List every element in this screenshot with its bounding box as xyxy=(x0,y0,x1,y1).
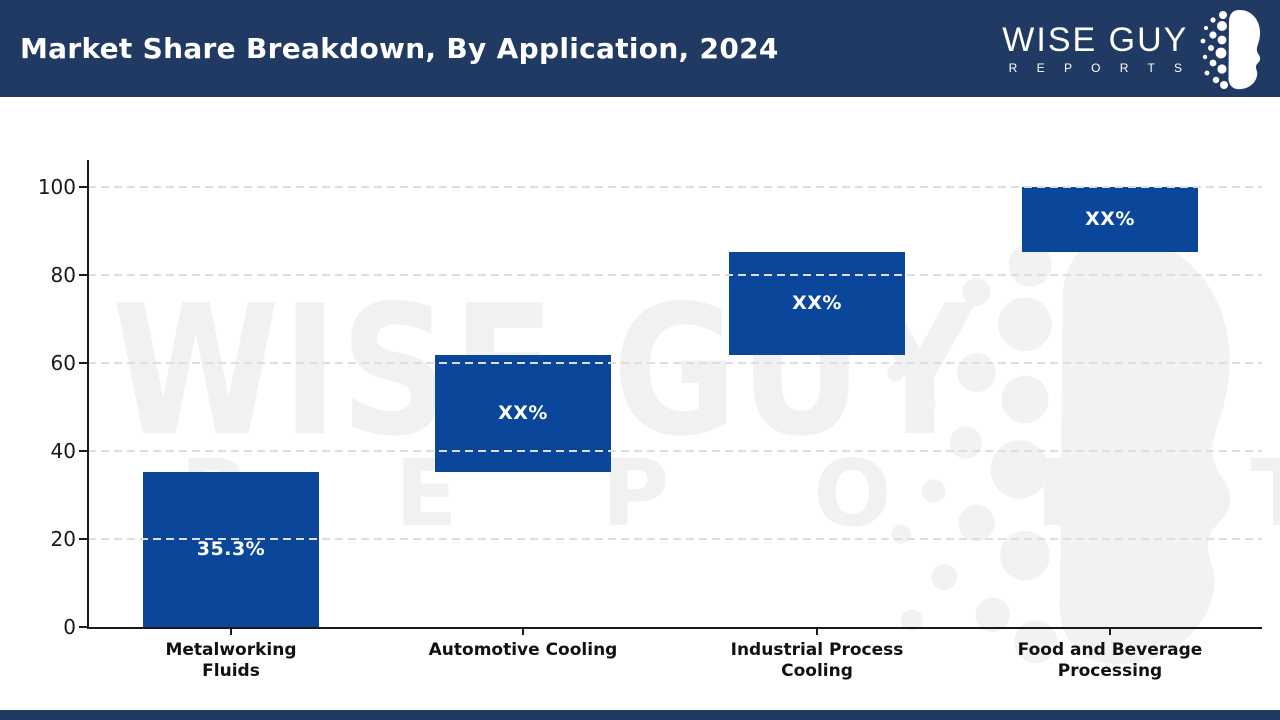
x-category-label: Industrial Process Cooling xyxy=(730,640,904,682)
bar-segment: XX% xyxy=(1022,187,1198,252)
x-tick-mark xyxy=(1109,629,1111,635)
y-tick-label: 40 xyxy=(50,439,76,463)
y-tick-mark xyxy=(79,186,87,188)
gridline-80 xyxy=(88,274,1262,276)
gridline-60 xyxy=(88,362,1262,364)
y-tick-label: 0 xyxy=(63,615,76,639)
y-tick-mark xyxy=(79,450,87,452)
logo-head-icon xyxy=(1200,9,1261,89)
y-tick-mark xyxy=(79,626,87,628)
x-category-label: Automotive Cooling xyxy=(428,640,618,660)
x-tick-mark xyxy=(816,629,818,635)
wise-guy-logo: WISE GUY R E P O R T S xyxy=(1001,7,1266,91)
logo-subtext: R E P O R T S xyxy=(1008,60,1190,75)
gridline-40 xyxy=(88,450,1262,452)
x-tick-mark xyxy=(230,629,232,635)
y-tick-mark xyxy=(79,538,87,540)
x-axis-spine xyxy=(87,627,1262,629)
logo-wordmark: WISE GUY xyxy=(1002,20,1189,59)
y-axis-spine xyxy=(87,160,89,629)
bar-value-label: XX% xyxy=(498,402,548,425)
y-tick-label: 20 xyxy=(50,527,76,551)
x-category-label: Food and Beverage Processing xyxy=(1017,640,1203,682)
y-tick-label: 60 xyxy=(50,351,76,375)
header-bar: Market Share Breakdown, By Application, … xyxy=(0,0,1280,97)
bar-segment: XX% xyxy=(729,251,905,356)
logo-text: WISE GUY R E P O R T S xyxy=(1001,23,1190,75)
x-category-label: Metalworking Fluids xyxy=(165,640,297,682)
y-tick-mark xyxy=(79,274,87,276)
bar-segment: XX% xyxy=(435,355,611,472)
page-title: Market Share Breakdown, By Application, … xyxy=(20,32,779,65)
y-tick-label: 80 xyxy=(50,263,76,287)
x-tick-mark xyxy=(522,629,524,635)
gridline-20 xyxy=(88,538,1262,540)
footer-bar xyxy=(0,710,1280,720)
bar-segment: 35.3% xyxy=(143,471,319,627)
bar-value-label: 35.3% xyxy=(196,538,266,561)
gridline-100 xyxy=(88,186,1262,188)
y-tick-mark xyxy=(79,362,87,364)
bar-value-label: XX% xyxy=(792,292,842,315)
bar-value-label: XX% xyxy=(1085,208,1135,231)
y-tick-label: 100 xyxy=(37,175,76,199)
